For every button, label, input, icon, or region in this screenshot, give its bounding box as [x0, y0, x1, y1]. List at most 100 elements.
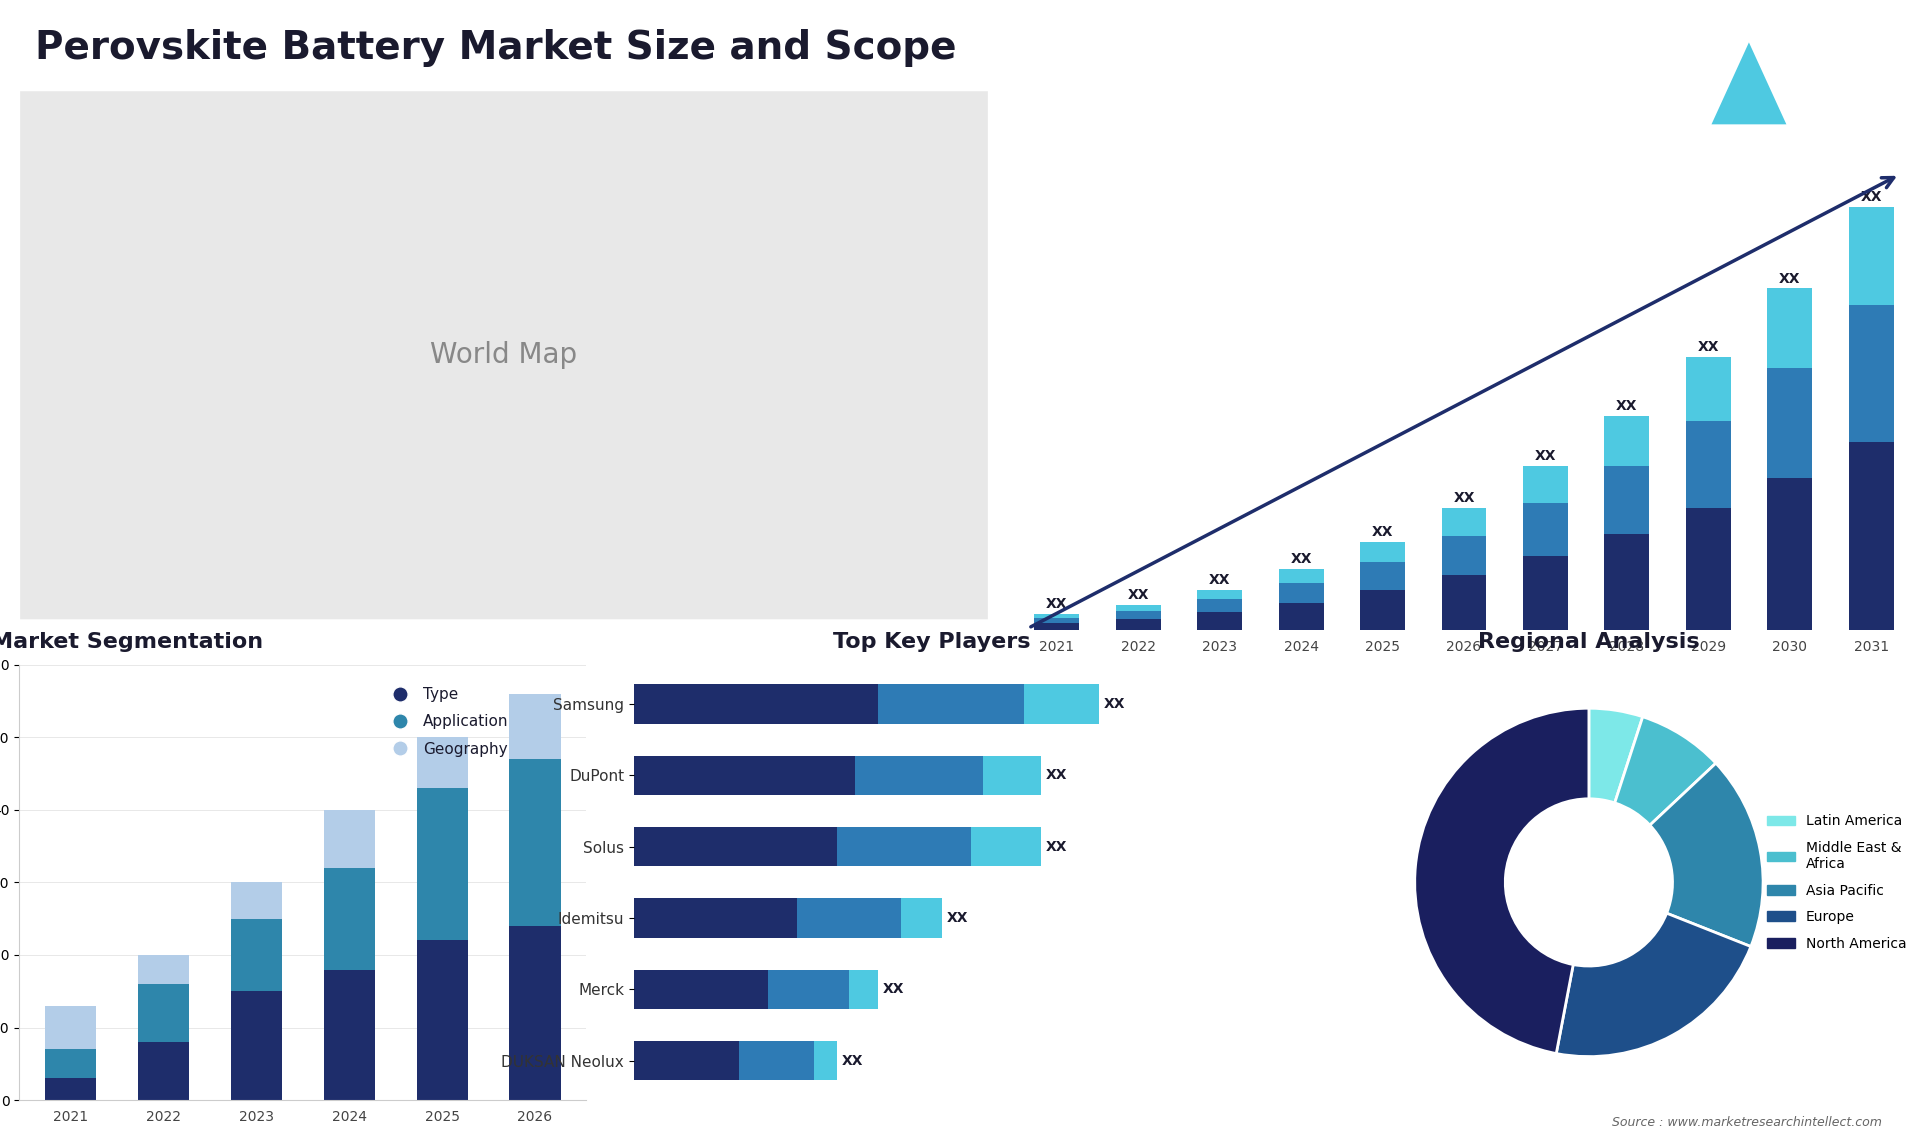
Bar — [1116, 611, 1162, 619]
Bar — [1035, 614, 1079, 618]
Polygon shape — [1667, 42, 1741, 125]
Bar — [324, 868, 374, 970]
Bar — [44, 1050, 96, 1078]
Polygon shape — [1711, 42, 1786, 125]
Bar — [1359, 590, 1405, 630]
Bar — [1849, 441, 1893, 630]
Text: XX: XX — [1371, 525, 1394, 539]
Bar — [1198, 590, 1242, 599]
Bar — [1686, 421, 1730, 509]
Bar — [768, 970, 849, 1008]
Bar — [1116, 619, 1162, 630]
Text: XX: XX — [843, 1054, 864, 1068]
Bar — [417, 941, 468, 1100]
Bar — [1686, 509, 1730, 630]
Text: MARKET: MARKET — [1797, 37, 1839, 45]
Bar — [1766, 289, 1812, 368]
Bar — [1605, 534, 1649, 630]
Bar — [1849, 207, 1893, 305]
Text: XX: XX — [947, 911, 968, 925]
Text: XX: XX — [1860, 190, 1882, 204]
Bar — [1023, 684, 1098, 724]
Bar — [972, 827, 1041, 866]
Bar — [324, 970, 374, 1100]
Bar — [138, 984, 188, 1042]
Legend: Type, Application, Geography: Type, Application, Geography — [378, 681, 515, 763]
Bar — [1686, 358, 1730, 421]
Bar — [814, 1041, 837, 1081]
Bar — [1198, 612, 1242, 630]
Bar — [1359, 542, 1405, 562]
Bar — [797, 898, 900, 937]
Legend: Latin America, Middle East &
Africa, Asia Pacific, Europe, North America: Latin America, Middle East & Africa, Asi… — [1761, 809, 1912, 956]
Bar — [1198, 599, 1242, 612]
Text: XX: XX — [1046, 840, 1068, 854]
Bar — [1279, 583, 1323, 603]
Bar — [230, 882, 282, 919]
Bar — [1035, 618, 1079, 623]
Bar — [634, 684, 877, 724]
Text: XX: XX — [1453, 490, 1475, 504]
Bar — [138, 955, 188, 984]
Bar — [854, 756, 983, 795]
Bar — [634, 970, 768, 1008]
Wedge shape — [1649, 763, 1763, 947]
Bar — [634, 756, 854, 795]
Bar — [509, 759, 561, 926]
Bar — [1605, 465, 1649, 534]
Wedge shape — [1415, 708, 1590, 1053]
Bar — [1766, 478, 1812, 630]
Bar — [1035, 623, 1079, 630]
Bar — [509, 693, 561, 759]
Text: Market Segmentation: Market Segmentation — [0, 631, 263, 652]
Bar — [900, 898, 943, 937]
Bar — [230, 919, 282, 991]
Bar — [1523, 556, 1569, 630]
Text: XX: XX — [1617, 399, 1638, 414]
Text: XX: XX — [1104, 697, 1125, 711]
Bar — [1279, 570, 1323, 583]
Bar — [417, 737, 468, 788]
Bar — [739, 1041, 814, 1081]
Bar — [634, 1041, 739, 1081]
Bar — [1766, 368, 1812, 478]
Bar — [138, 1042, 188, 1100]
FancyBboxPatch shape — [19, 92, 987, 619]
Bar — [1279, 603, 1323, 630]
Bar — [324, 810, 374, 868]
Bar — [44, 1006, 96, 1050]
Bar — [983, 756, 1041, 795]
Text: XX: XX — [1780, 272, 1801, 285]
Text: XX: XX — [1046, 769, 1068, 783]
Bar — [1605, 416, 1649, 465]
Text: XX: XX — [1210, 573, 1231, 587]
Bar — [1523, 503, 1569, 556]
Text: Perovskite Battery Market Size and Scope: Perovskite Battery Market Size and Scope — [35, 29, 956, 66]
Bar — [1442, 536, 1486, 575]
Text: World Map: World Map — [430, 342, 578, 369]
Bar — [634, 898, 797, 937]
Bar — [1116, 605, 1162, 611]
Bar — [837, 827, 972, 866]
Wedge shape — [1557, 913, 1751, 1057]
Bar — [417, 788, 468, 941]
Bar — [1523, 465, 1569, 503]
Bar — [1849, 305, 1893, 441]
Title: Regional Analysis: Regional Analysis — [1478, 631, 1699, 652]
Wedge shape — [1590, 708, 1644, 803]
Wedge shape — [1615, 716, 1716, 825]
Bar — [1359, 562, 1405, 590]
Bar — [230, 991, 282, 1100]
Text: INTELLECT: INTELLECT — [1797, 94, 1851, 103]
Text: XX: XX — [883, 982, 904, 996]
Bar — [44, 1078, 96, 1100]
Text: XX: XX — [1290, 552, 1311, 566]
Bar — [849, 970, 877, 1008]
Title: Top Key Players: Top Key Players — [833, 631, 1031, 652]
Text: XX: XX — [1697, 340, 1718, 354]
Bar — [634, 827, 837, 866]
Bar — [1442, 575, 1486, 630]
Bar — [1442, 508, 1486, 536]
Text: XX: XX — [1127, 588, 1148, 602]
Bar — [877, 684, 1023, 724]
